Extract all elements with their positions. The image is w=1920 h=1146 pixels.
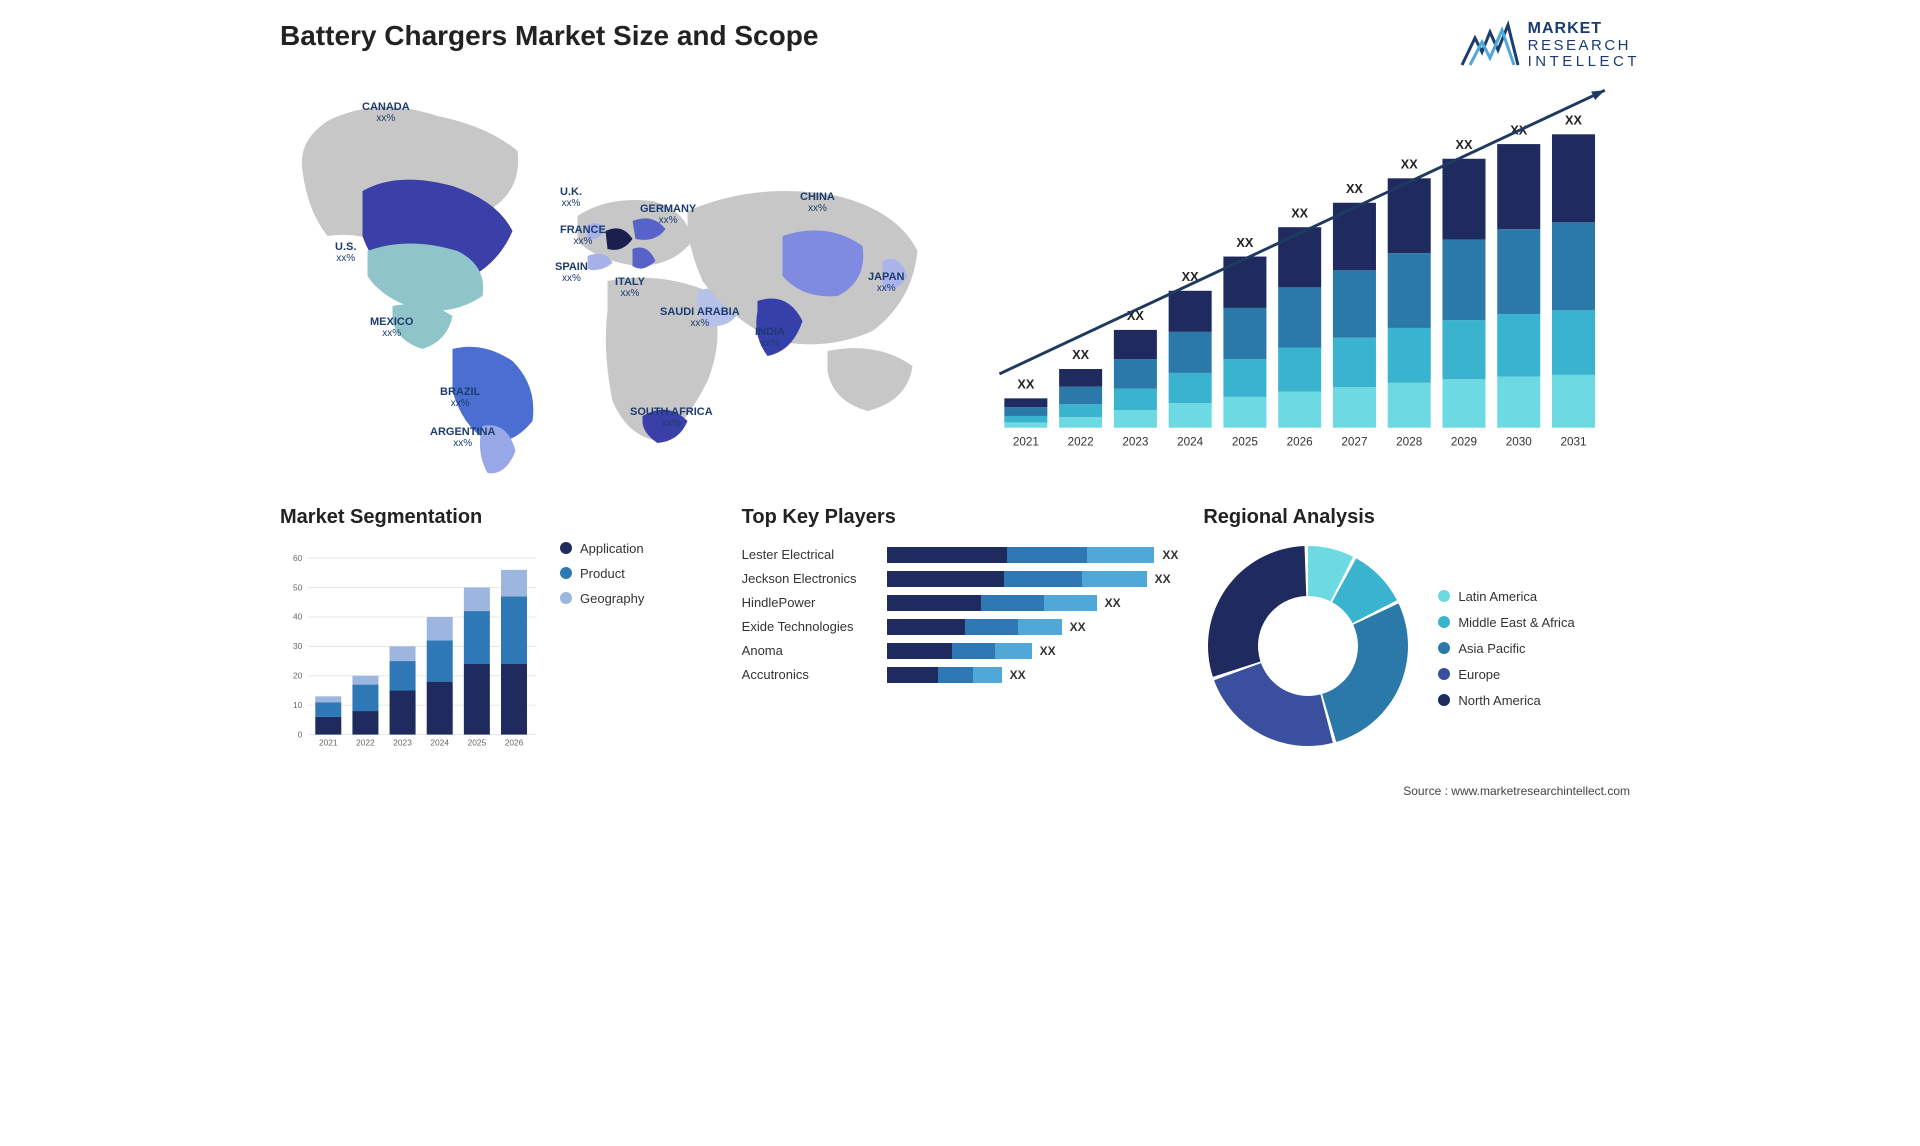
map-country-label: ARGENTINAxx% <box>430 426 495 450</box>
map-country-label: SAUDI ARABIAxx% <box>660 306 740 330</box>
player-row: Jeckson Electronics XX <box>742 571 1179 587</box>
player-bar <box>887 667 1002 683</box>
svg-text:2025: 2025 <box>1232 435 1259 448</box>
regional-donut <box>1203 541 1413 756</box>
svg-text:2021: 2021 <box>1013 435 1039 448</box>
brand-logo: MARKET RESEARCH INTELLECT <box>1460 20 1640 71</box>
player-bar <box>887 643 1032 659</box>
svg-text:XX: XX <box>1017 376 1034 391</box>
logo-icon <box>1460 20 1520 70</box>
map-country-label: MEXICOxx% <box>370 316 413 340</box>
source-text: Source : www.marketresearchintellect.com <box>280 784 1640 798</box>
svg-text:2024: 2024 <box>430 737 449 747</box>
svg-text:2023: 2023 <box>393 737 412 747</box>
player-bar <box>887 547 1155 563</box>
player-value: XX <box>1162 548 1178 562</box>
legend-item: Application <box>560 541 644 556</box>
player-name: Exide Technologies <box>742 619 887 634</box>
player-value: XX <box>1070 620 1086 634</box>
svg-text:2031: 2031 <box>1560 435 1586 448</box>
svg-text:XX: XX <box>1401 156 1418 171</box>
player-name: HindlePower <box>742 595 887 610</box>
svg-text:2022: 2022 <box>1068 435 1094 448</box>
player-value: XX <box>1040 644 1056 658</box>
logo-line3: INTELLECT <box>1528 54 1640 71</box>
svg-text:2022: 2022 <box>356 737 375 747</box>
map-country-label: CHINAxx% <box>800 191 835 215</box>
svg-text:2027: 2027 <box>1341 435 1367 448</box>
map-country-label: JAPANxx% <box>868 271 904 295</box>
svg-text:50: 50 <box>293 582 303 592</box>
svg-text:2024: 2024 <box>1177 435 1204 448</box>
map-country-label: BRAZILxx% <box>440 386 480 410</box>
svg-text:2028: 2028 <box>1396 435 1423 448</box>
svg-text:2025: 2025 <box>468 737 487 747</box>
player-name: Accutronics <box>742 667 887 682</box>
legend-item: Asia Pacific <box>1438 641 1574 656</box>
legend-item: Europe <box>1438 667 1574 682</box>
player-row: HindlePower XX <box>742 595 1179 611</box>
player-bar <box>887 595 1097 611</box>
svg-text:2023: 2023 <box>1122 435 1148 448</box>
svg-text:40: 40 <box>293 611 303 621</box>
segmentation-title: Market Segmentation <box>280 506 717 529</box>
svg-text:10: 10 <box>293 700 303 710</box>
logo-line2: RESEARCH <box>1528 38 1640 55</box>
legend-item: Geography <box>560 591 644 606</box>
regional-panel: Regional Analysis Latin America Middle Ea… <box>1203 506 1640 766</box>
player-name: Anoma <box>742 643 887 658</box>
player-value: XX <box>1155 572 1171 586</box>
map-country-label: GERMANYxx% <box>640 203 696 227</box>
map-country-label: SPAINxx% <box>555 261 588 285</box>
svg-text:20: 20 <box>293 670 303 680</box>
svg-text:2026: 2026 <box>1287 435 1313 448</box>
svg-text:XX: XX <box>1236 234 1253 249</box>
logo-line1: MARKET <box>1528 20 1640 38</box>
player-value: XX <box>1105 596 1121 610</box>
svg-text:XX: XX <box>1072 347 1089 362</box>
svg-text:XX: XX <box>1455 137 1472 152</box>
map-country-label: CANADAxx% <box>362 101 410 125</box>
legend-item: Latin America <box>1438 589 1574 604</box>
forecast-chart: XX 2021 XX 2022 XX 2023 XX 2024 XX 2025 XX 2026 XX 20… <box>975 81 1640 481</box>
svg-text:60: 60 <box>293 553 303 563</box>
page-title: Battery Chargers Market Size and Scope <box>280 20 818 52</box>
legend-item: Product <box>560 566 644 581</box>
player-bar <box>887 619 1062 635</box>
map-country-label: FRANCExx% <box>560 224 606 248</box>
map-country-label: SOUTH AFRICAxx% <box>630 406 713 430</box>
svg-text:30: 30 <box>293 641 303 651</box>
regional-title: Regional Analysis <box>1203 506 1640 529</box>
legend-item: Middle East & Africa <box>1438 615 1574 630</box>
regional-legend: Latin America Middle East & Africa Asia Pa… <box>1438 589 1574 708</box>
segmentation-legend: Application Product Geography <box>560 541 644 606</box>
player-name: Lester Electrical <box>742 547 887 562</box>
svg-text:XX: XX <box>1346 181 1363 196</box>
player-row: Accutronics XX <box>742 667 1179 683</box>
map-country-label: ITALYxx% <box>615 276 645 300</box>
player-bar <box>887 571 1147 587</box>
map-country-label: U.K.xx% <box>560 186 582 210</box>
world-map: CANADAxx% U.S.xx% MEXICOxx% BRAZILxx% ARGENT… <box>280 81 945 481</box>
segmentation-chart: 0 10 20 30 40 50 60 2021 2022 2023 2024 2025 2026 <box>280 541 540 766</box>
map-country-label: INDIAxx% <box>755 326 785 350</box>
player-row: Exide Technologies XX <box>742 619 1179 635</box>
segmentation-panel: Market Segmentation 0 10 20 30 40 50 60 2021 202… <box>280 506 717 766</box>
svg-text:XX: XX <box>1291 205 1308 220</box>
legend-item: North America <box>1438 693 1574 708</box>
player-row: Lester Electrical XX <box>742 547 1179 563</box>
player-name: Jeckson Electronics <box>742 571 887 586</box>
map-country-label: U.S.xx% <box>335 241 356 265</box>
svg-text:2021: 2021 <box>319 737 338 747</box>
players-title: Top Key Players <box>742 506 1179 529</box>
player-row: Anoma XX <box>742 643 1179 659</box>
svg-text:XX: XX <box>1565 112 1582 127</box>
players-panel: Top Key Players Lester ElectricalXXJecks… <box>742 506 1179 766</box>
svg-text:2029: 2029 <box>1451 435 1477 448</box>
svg-text:2030: 2030 <box>1506 435 1533 448</box>
player-value: XX <box>1010 668 1026 682</box>
svg-text:0: 0 <box>298 729 303 739</box>
svg-text:2026: 2026 <box>505 737 524 747</box>
